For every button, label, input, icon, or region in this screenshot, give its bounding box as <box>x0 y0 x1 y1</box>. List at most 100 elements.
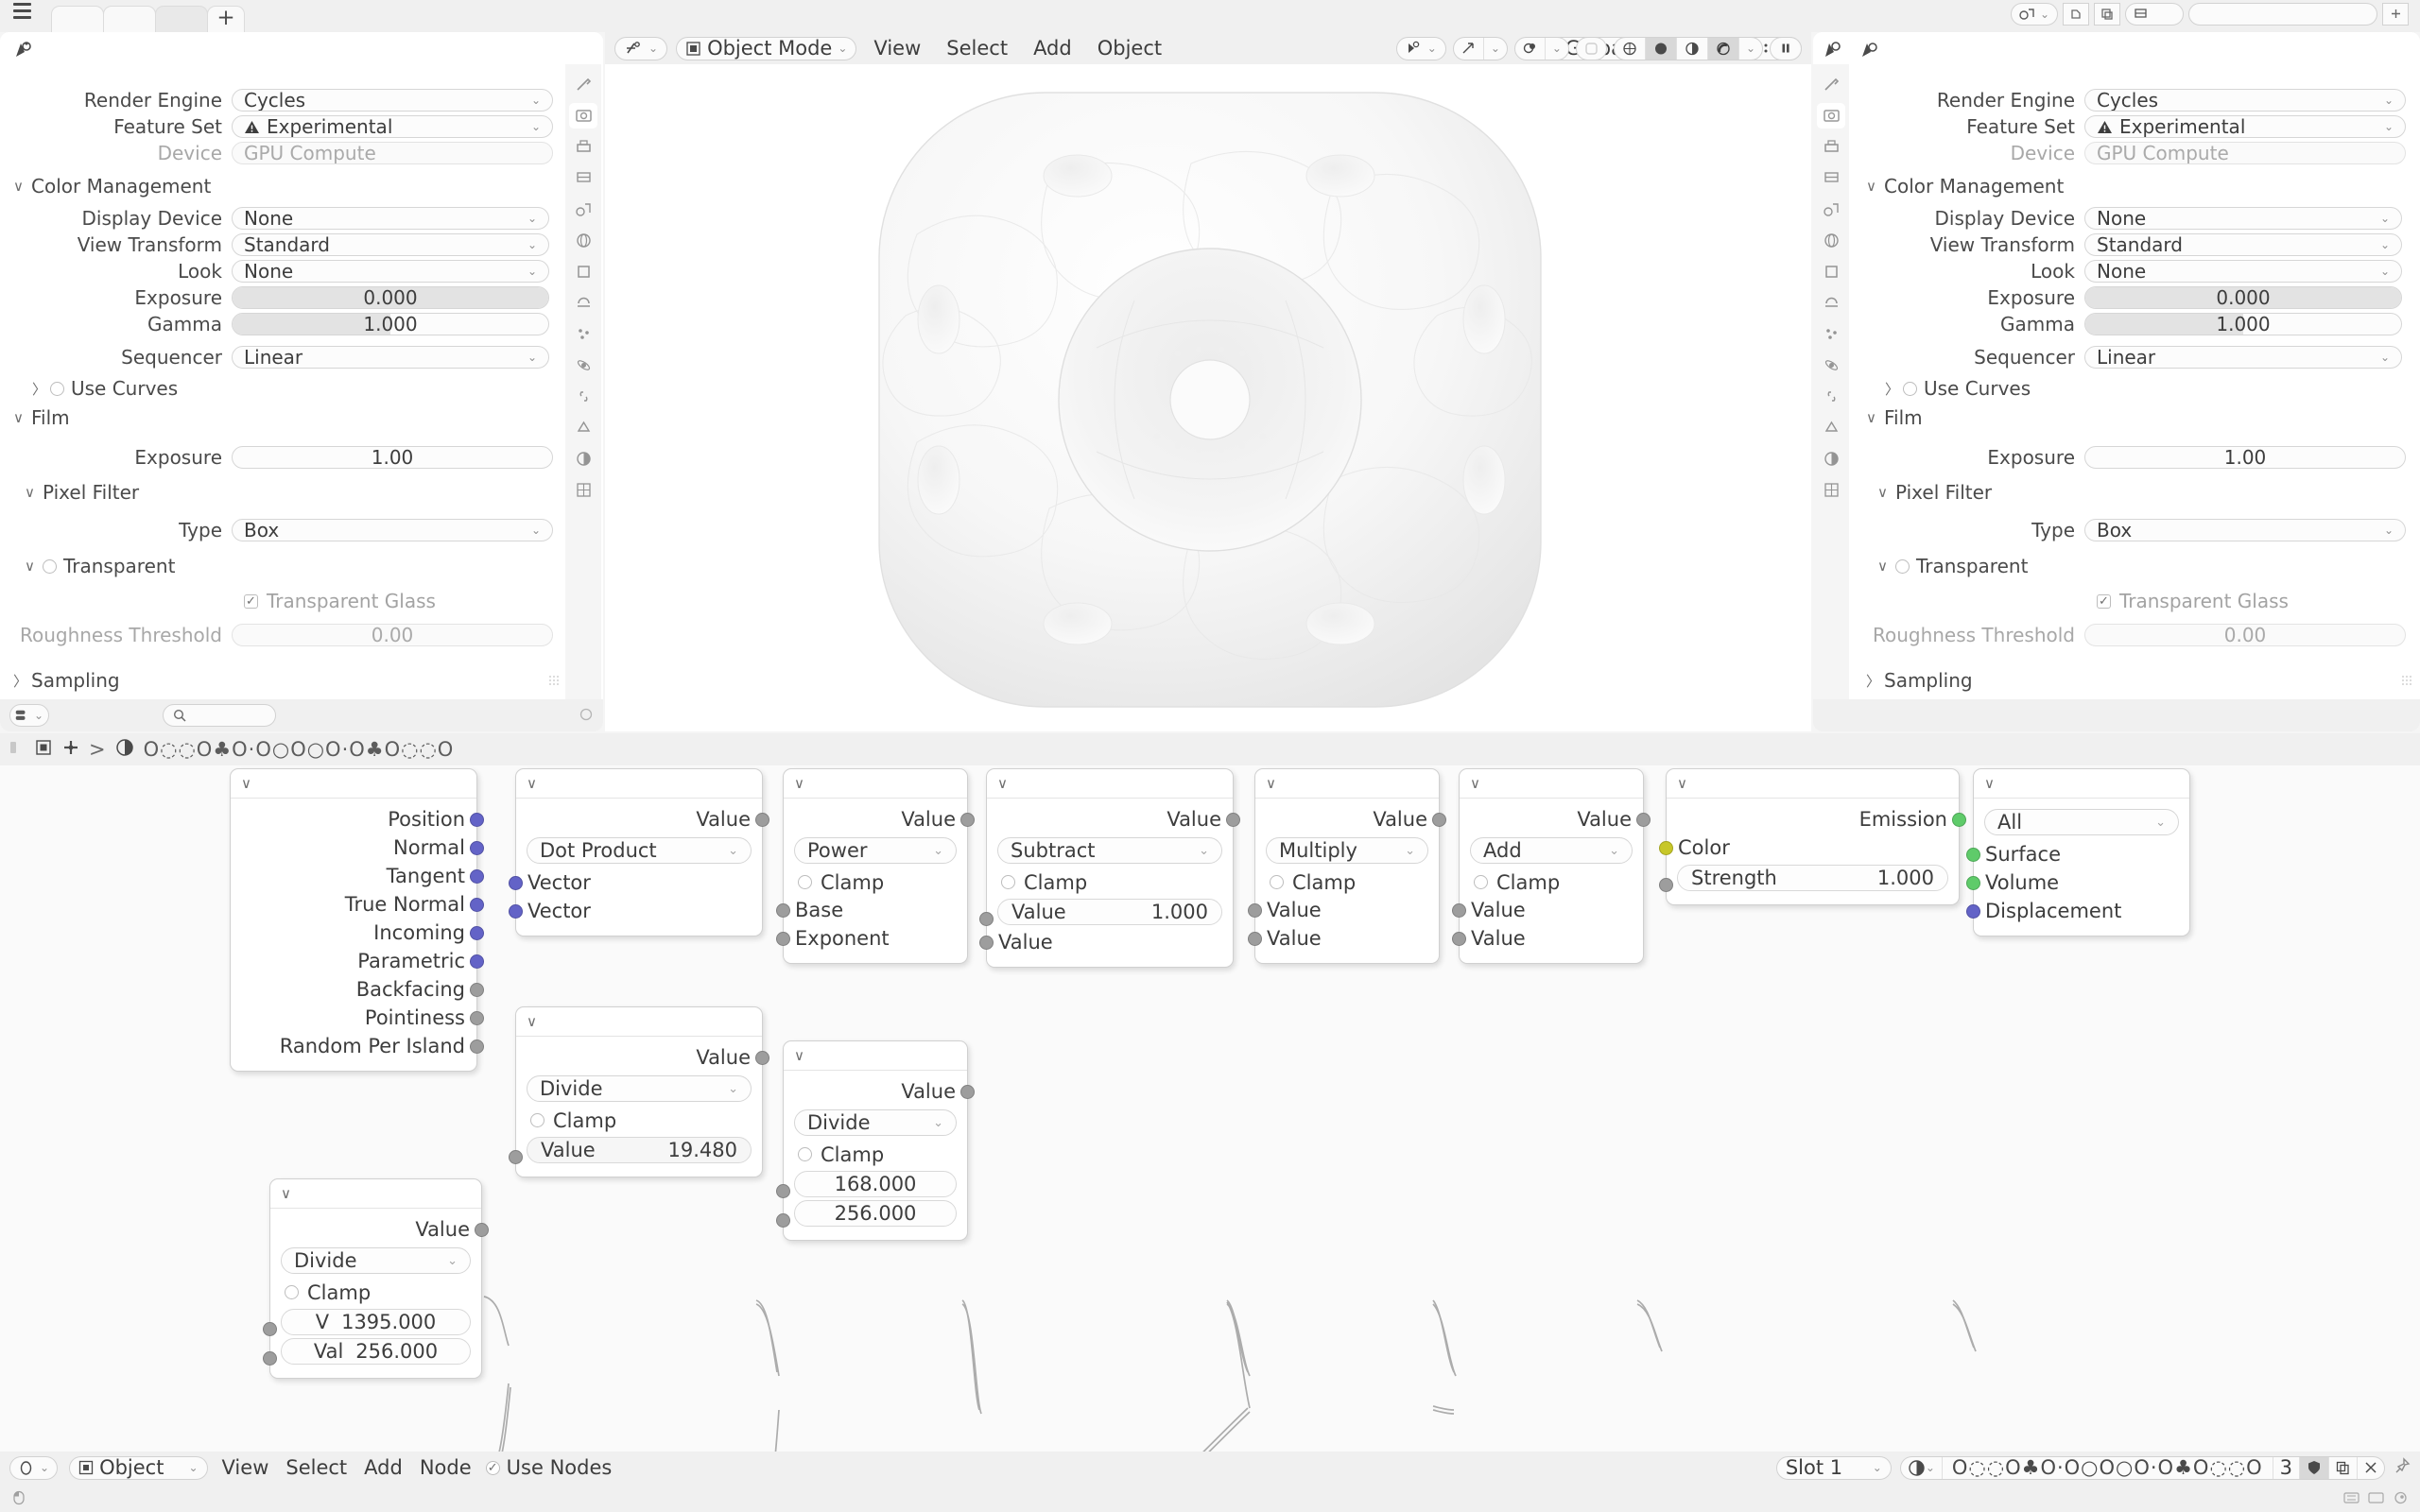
tab-texture[interactable] <box>569 477 597 503</box>
operation-dropdown[interactable]: Power ⌄ <box>794 837 957 864</box>
output-socket-position[interactable] <box>470 813 484 827</box>
tab-output[interactable] <box>569 134 597 160</box>
clamp-checkbox[interactable] <box>798 1147 812 1161</box>
node-geometry[interactable]: Position Normal Tangent True Normal Inco… <box>230 768 484 1072</box>
gizmo-group[interactable]: ⌄ <box>1452 36 1508 60</box>
chevron-down-icon[interactable] <box>241 775 252 792</box>
chevron-down-icon[interactable] <box>1266 775 1277 792</box>
node-header[interactable] <box>1974 769 2189 799</box>
input-socket-value-1[interactable] <box>509 1150 523 1164</box>
input-socket-value-1[interactable] <box>1452 903 1466 918</box>
add-view-layer-button[interactable] <box>2382 2 2409 26</box>
input-socket-value-1[interactable] <box>979 912 994 926</box>
transparent-checkbox-right[interactable] <box>1895 558 1910 574</box>
input-socket-value-1[interactable] <box>776 1184 790 1198</box>
clamp-row[interactable]: Clamp <box>1460 868 1643 896</box>
make-copy-button[interactable] <box>2329 1456 2358 1479</box>
node-math-power[interactable]: Value Power⌄ Clamp Base Exponent <box>776 768 975 964</box>
node-menu-node[interactable]: Node <box>419 1456 472 1479</box>
value-field-1[interactable]: Value 1.000 <box>997 899 1222 925</box>
output-socket-random-per-island[interactable] <box>470 1040 484 1054</box>
output-socket-tangent[interactable] <box>470 869 484 884</box>
node-header[interactable] <box>987 769 1233 799</box>
clamp-row[interactable]: Clamp <box>270 1279 481 1306</box>
operation-dropdown[interactable]: Subtract ⌄ <box>997 837 1222 864</box>
material-users-count[interactable]: 3 <box>2273 1456 2300 1479</box>
input-socket-color[interactable] <box>1659 841 1673 855</box>
feature-set-dropdown-right[interactable]: Experimental ⌄ <box>2084 115 2406 138</box>
transparent-checkbox[interactable] <box>43 558 57 574</box>
use-curves-row[interactable]: Use Curves <box>32 375 563 402</box>
material-sphere-icon[interactable] <box>115 738 134 762</box>
view-layer-selector[interactable] <box>2125 2 2184 26</box>
strength-field[interactable]: Strength 1.000 <box>1677 865 1948 891</box>
viewport-menu-add[interactable]: Add <box>1033 37 1072 60</box>
film-section[interactable]: Film <box>13 404 563 431</box>
output-socket-value[interactable] <box>1636 813 1651 827</box>
input-socket-displacement[interactable] <box>1966 904 1980 919</box>
chevron-down-icon[interactable] <box>281 1185 292 1202</box>
pin-toggle[interactable] <box>2394 1456 2411 1479</box>
tab-particles-right[interactable] <box>1817 321 1845 347</box>
view-layer-name-field[interactable] <box>2188 2 2377 26</box>
input-socket-exponent[interactable] <box>776 932 790 946</box>
node-math-divide-middle[interactable]: Value Divide⌄ Clamp 168.000 256.000 <box>776 1040 975 1241</box>
tab-physics[interactable] <box>569 352 597 378</box>
output-socket-value[interactable] <box>755 813 769 827</box>
new-scene-button[interactable] <box>2063 2 2089 26</box>
output-socket-true-normal[interactable] <box>470 898 484 912</box>
node-menu-add[interactable]: Add <box>364 1456 403 1479</box>
tab-world-right[interactable] <box>1817 228 1845 253</box>
shading-wireframe[interactable] <box>1615 37 1646 60</box>
shading-options-caret[interactable]: ⌄ <box>1745 42 1755 55</box>
look-dropdown[interactable]: None ⌄ <box>232 260 549 283</box>
input-socket-value-2[interactable] <box>1452 932 1466 946</box>
output-socket-value[interactable] <box>475 1223 489 1237</box>
shader-type-selector[interactable]: Object ⌄ <box>69 1455 208 1480</box>
input-socket-value-2[interactable] <box>1248 932 1262 946</box>
tab-particles[interactable] <box>569 321 597 347</box>
operation-dropdown[interactable]: Divide ⌄ <box>281 1247 471 1274</box>
output-socket-incoming[interactable] <box>470 926 484 940</box>
target-dropdown[interactable]: All ⌄ <box>1984 809 2179 835</box>
transparent-glass-row[interactable]: ✓ Transparent Glass <box>244 590 563 612</box>
node-math-add[interactable]: Value Add⌄ Clamp Value Value <box>1452 768 1651 964</box>
render-engine-dropdown-right[interactable]: Cycles ⌄ <box>2084 89 2406 112</box>
material-selector-group[interactable]: ⌄ O◌◌O♣O·O○O○O·O♣O◌◌O 3 <box>1899 1455 2385 1480</box>
tab-view-layer-right[interactable] <box>1817 165 1845 191</box>
hamburger-icon[interactable] <box>6 0 38 26</box>
tab-material-right[interactable] <box>1817 446 1845 472</box>
output-socket-value[interactable] <box>1432 813 1446 827</box>
node-menu-select[interactable]: Select <box>285 1456 348 1479</box>
display-device-dropdown-right[interactable]: None ⌄ <box>2084 207 2402 230</box>
pixel-filter-type-dropdown[interactable]: Box ⌄ <box>232 519 553 541</box>
render-engine-dropdown[interactable]: Cycles ⌄ <box>232 89 553 112</box>
tab-material[interactable] <box>569 446 597 472</box>
output-socket-emission[interactable] <box>1952 813 1966 827</box>
film-section-right[interactable]: Film <box>1866 404 2416 431</box>
color-management-section[interactable]: Color Management <box>13 173 563 199</box>
tab-scene-right[interactable] <box>1817 197 1845 222</box>
roughness-threshold-field[interactable]: 0.00 <box>232 624 553 646</box>
workspace-tab-1[interactable] <box>51 6 104 32</box>
shading-rendered[interactable] <box>1707 37 1739 60</box>
sampling-section[interactable]: Sampling <box>13 667 562 694</box>
pixel-filter-type-dropdown-right[interactable]: Box ⌄ <box>2084 519 2406 541</box>
view-transform-dropdown-right[interactable]: Standard ⌄ <box>2084 233 2402 256</box>
tab-render[interactable] <box>569 103 597 129</box>
value-field-1[interactable]: 168.000 <box>794 1171 957 1197</box>
tab-tool[interactable] <box>569 72 597 97</box>
transparent-glass-checkbox-right[interactable]: ✓ <box>2097 593 2111 609</box>
value-field-2[interactable]: 256.000 <box>794 1200 957 1227</box>
transparent-glass-checkbox[interactable]: ✓ <box>244 593 258 609</box>
chevron-down-icon[interactable] <box>1470 775 1481 792</box>
film-exposure-field[interactable]: 1.00 <box>232 446 553 469</box>
tab-data[interactable] <box>569 415 597 440</box>
pixel-filter-section[interactable]: Pixel Filter <box>25 479 563 506</box>
viewport-3d[interactable]: ⌄ Object Mode ⌄ View Select Add Object G… <box>605 32 1811 731</box>
operation-dropdown[interactable]: Dot Product ⌄ <box>527 837 752 864</box>
viewport-menu-view[interactable]: View <box>873 37 922 60</box>
film-exposure-field-right[interactable]: 1.00 <box>2084 446 2406 469</box>
